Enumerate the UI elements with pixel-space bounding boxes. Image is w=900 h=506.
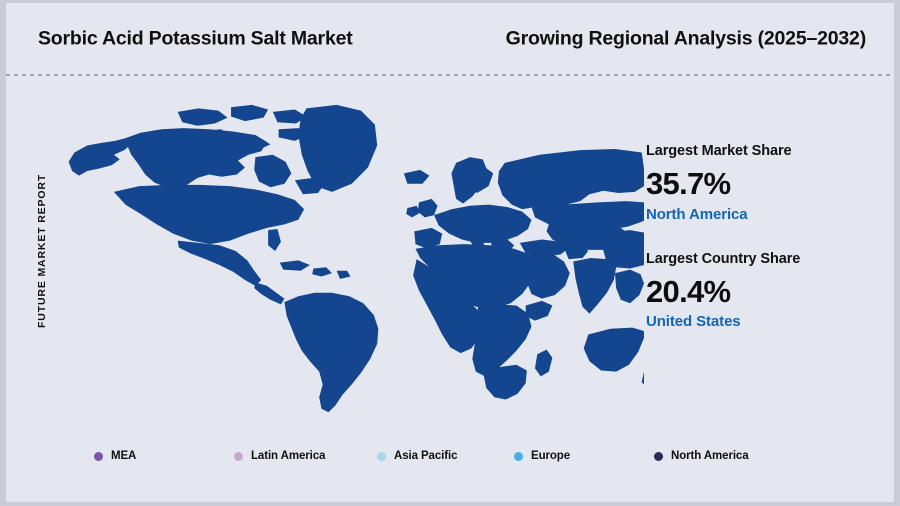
legend-dot-icon bbox=[514, 451, 523, 461]
stat-largest-market-share: Largest Market Share 35.7% North America bbox=[646, 143, 886, 223]
legend-item-mea: MEA bbox=[94, 450, 136, 462]
stat-region: United States bbox=[646, 313, 741, 331]
legend-dot-icon bbox=[377, 451, 386, 461]
stat-value: 20.4% bbox=[646, 273, 731, 309]
legend-dot-icon bbox=[234, 451, 243, 461]
stat-value: 35.7% bbox=[646, 166, 731, 201]
page-title: Sorbic Acid Potassium Salt Market bbox=[38, 27, 353, 50]
stat-label: Largest Market Share bbox=[646, 143, 792, 159]
legend-item-label: North America bbox=[671, 450, 749, 462]
header-divider bbox=[6, 74, 894, 76]
header-subtitle: Growing Regional Analysis (2025–2032) bbox=[505, 27, 867, 50]
stats-panel: Largest Market Share 35.7% North America… bbox=[646, 143, 886, 330]
legend: MEA Latin America Asia Pacific Europe No… bbox=[94, 450, 794, 470]
legend-item-label: MEA bbox=[111, 450, 137, 462]
stat-largest-country-share: Largest Country Share 20.4% United State… bbox=[646, 251, 886, 331]
stat-region: North America bbox=[646, 205, 748, 223]
legend-item-asia-pacific: Asia Pacific bbox=[377, 450, 457, 462]
world-map bbox=[64, 99, 644, 417]
legend-item-north-america: North America bbox=[654, 450, 749, 462]
brand-side-label: FUTURE MARKET REPORT bbox=[36, 173, 48, 328]
header-bar: Sorbic Acid Potassium Salt Market Growin… bbox=[6, 3, 894, 74]
legend-item-label: Europe bbox=[531, 450, 571, 462]
stat-label: Largest Country Share bbox=[646, 250, 801, 267]
legend-item-latin-america: Latin America bbox=[234, 450, 325, 462]
legend-item-europe: Europe bbox=[514, 450, 570, 462]
legend-dot-icon bbox=[654, 451, 663, 461]
legend-item-label: Latin America bbox=[251, 450, 326, 462]
legend-dot-icon bbox=[94, 451, 103, 461]
legend-item-label: Asia Pacific bbox=[394, 450, 458, 462]
world-map-icon bbox=[68, 104, 644, 413]
